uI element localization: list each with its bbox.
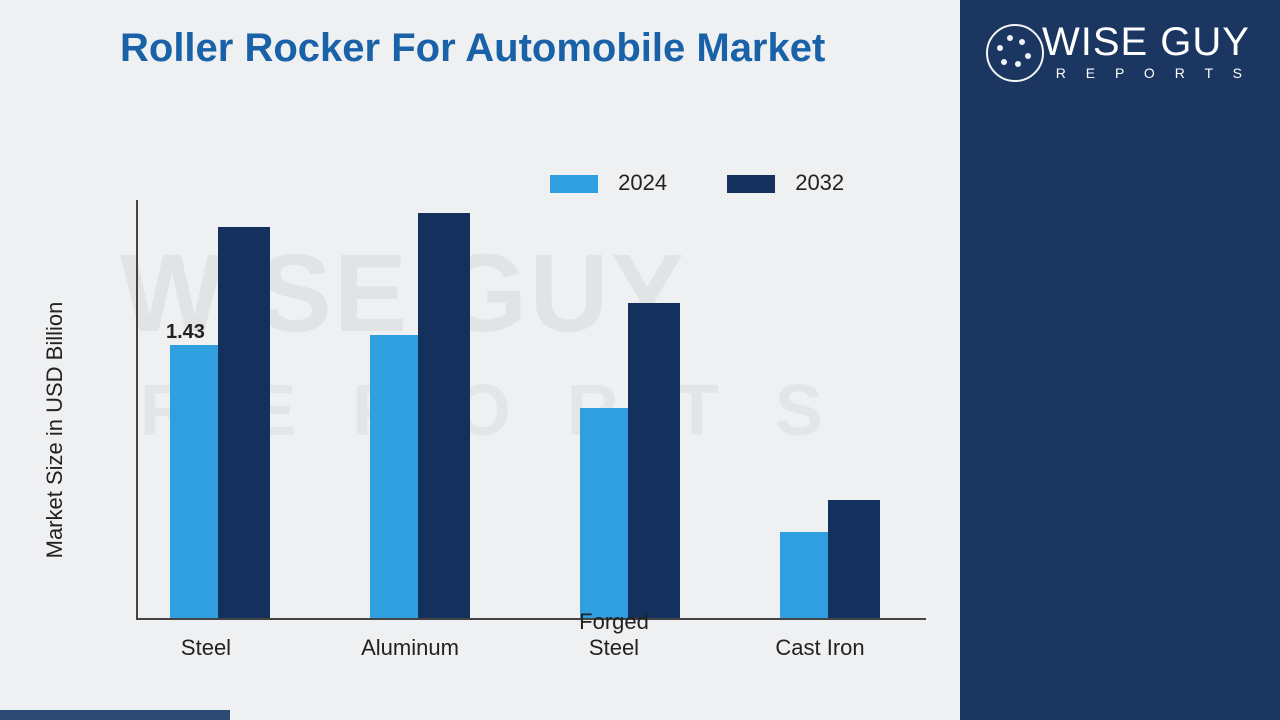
y-axis-label: Market Size in USD Billion: [42, 302, 68, 559]
bar-2024: [780, 532, 832, 618]
footer-accent: [0, 710, 230, 720]
x-axis: [136, 618, 926, 620]
bar-2024: [580, 408, 632, 618]
legend-label-2032: 2032: [795, 170, 844, 195]
legend-item-2032: 2032: [727, 170, 844, 196]
legend: 2024 2032: [550, 170, 844, 196]
legend-label-2024: 2024: [618, 170, 667, 195]
chart: Market Size in USD Billion 2024 2032 Ste…: [80, 200, 930, 660]
bar-group: [580, 303, 680, 618]
page-title: Roller Rocker For Automobile Market: [120, 26, 825, 71]
x-tick-label: Steel: [146, 635, 266, 660]
brand-main: WISE GUY: [1042, 22, 1250, 62]
bar-2024: [370, 335, 422, 618]
bar-group: [370, 213, 470, 618]
x-tick-label: Cast Iron: [760, 635, 880, 660]
right-band: [960, 0, 1280, 720]
bar-2032: [828, 500, 880, 618]
legend-swatch-2032: [727, 175, 775, 193]
legend-item-2024: 2024: [550, 170, 667, 196]
stage: WISE GUY R E P O R T S Roller Rocker For…: [0, 0, 1280, 720]
brand-block: WISE GUY R E P O R T S: [1042, 22, 1250, 80]
bar-value-label: 1.43: [166, 321, 205, 344]
bar-2024: [170, 345, 222, 618]
brand-head-icon: [980, 18, 1050, 88]
legend-swatch-2024: [550, 175, 598, 193]
x-tick-label: ForgedSteel: [554, 609, 674, 660]
bar-2032: [628, 303, 680, 618]
y-axis: [136, 200, 138, 620]
x-tick-label: Aluminum: [350, 635, 470, 660]
bar-group: [170, 227, 270, 618]
bar-group: [780, 500, 880, 618]
bar-2032: [418, 213, 470, 618]
brand-sub: R E P O R T S: [1042, 66, 1250, 80]
bar-2032: [218, 227, 270, 618]
